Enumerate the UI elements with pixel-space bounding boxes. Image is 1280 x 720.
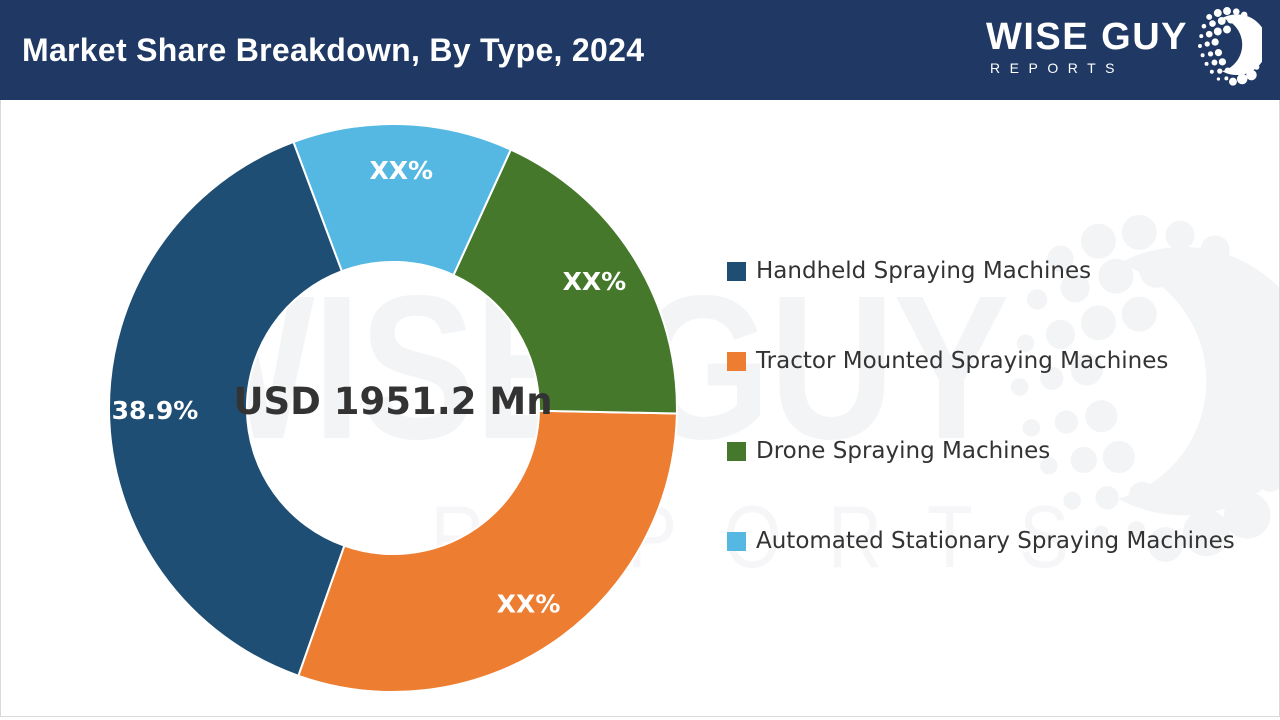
logo-line1: WISE GUY (985, 15, 1188, 58)
logo-head-icon (1196, 7, 1262, 86)
donut-chart: 38.9% XX% XX% XX% (107, 123, 678, 694)
legend-swatch-tractor (727, 351, 746, 371)
legend-item-drone: Drone Spraying Machines (727, 439, 1235, 463)
legend-label-automated: Automated Stationary Spraying Machines (756, 528, 1235, 554)
chart-legend: Handheld Spraying Machines Tractor Mount… (727, 259, 1235, 553)
legend-label-handheld: Handheld Spraying Machines (756, 258, 1092, 284)
segment-label-2: XX% (563, 267, 627, 296)
donut-segment-automated-stationary-spraying-machines (292, 123, 513, 277)
chart-center-value: USD 1951.2 Mn (233, 380, 553, 423)
legend-swatch-drone (727, 441, 746, 461)
header-bar: Market Share Breakdown, By Type, 2024 WI… (0, 0, 1280, 100)
legend-item-tractor: Tractor Mounted Spraying Machines (727, 349, 1235, 373)
legend-swatch-automated (727, 531, 746, 551)
wiseguy-logo: WISE GUY REPORTS (986, 6, 1262, 86)
donut-segment-handheld-spraying-machines (107, 140, 346, 678)
logo-wordmark: WISE GUY REPORTS (986, 17, 1188, 76)
legend-label-drone: Drone Spraying Machines (756, 438, 1051, 464)
segment-label-3: XX% (369, 156, 433, 185)
segment-label-1: XX% (497, 590, 561, 619)
page-title: Market Share Breakdown, By Type, 2024 (22, 31, 645, 68)
logo-line2: REPORTS (989, 59, 1125, 76)
donut-segment-tractor-mounted-spraying-machines (297, 409, 678, 694)
legend-swatch-handheld (727, 261, 746, 281)
segment-label-0: 38.9% (112, 396, 199, 425)
legend-item-automated: Automated Stationary Spraying Machines (727, 529, 1235, 553)
donut-segment-drone-spraying-machines (452, 148, 678, 415)
legend-item-handheld: Handheld Spraying Machines (727, 259, 1235, 283)
legend-label-tractor: Tractor Mounted Spraying Machines (756, 348, 1169, 374)
